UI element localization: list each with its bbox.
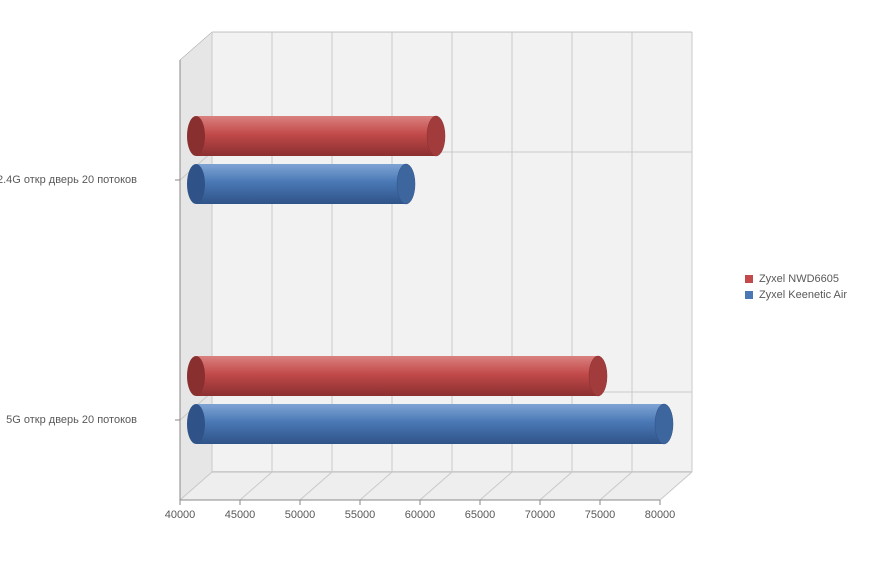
svg-text:45000: 45000	[225, 509, 256, 521]
svg-text:65000: 65000	[465, 509, 496, 521]
legend-item-keenetic: Zyxel Keenetic Air	[745, 289, 847, 301]
svg-text:55000: 55000	[345, 509, 376, 521]
legend-swatch-nwd6605	[745, 275, 753, 283]
y-tick-label: 5G откр дверь 20 потоков	[6, 414, 137, 426]
chart-svg: 40000 45000 50000 55000 60000 65000 70000 75000…	[140, 20, 700, 540]
chart-container: 40000 45000 50000 55000 60000 65000 70000 75000…	[0, 0, 877, 574]
y-tick-label: 2.4G откр дверь 20 потоков	[0, 174, 137, 186]
svg-text:70000: 70000	[525, 509, 556, 521]
svg-text:75000: 75000	[585, 509, 616, 521]
svg-text:60000: 60000	[405, 509, 436, 521]
legend-label-keenetic: Zyxel Keenetic Air	[759, 289, 847, 301]
legend-label-nwd6605: Zyxel NWD6605	[759, 273, 839, 285]
svg-text:40000: 40000	[165, 509, 196, 521]
legend-item-nwd6605: Zyxel NWD6605	[745, 273, 847, 285]
svg-text:80000: 80000	[645, 509, 676, 521]
legend-swatch-keenetic	[745, 291, 753, 299]
svg-text:50000: 50000	[285, 509, 316, 521]
legend: Zyxel NWD6605 Zyxel Keenetic Air	[745, 269, 847, 305]
